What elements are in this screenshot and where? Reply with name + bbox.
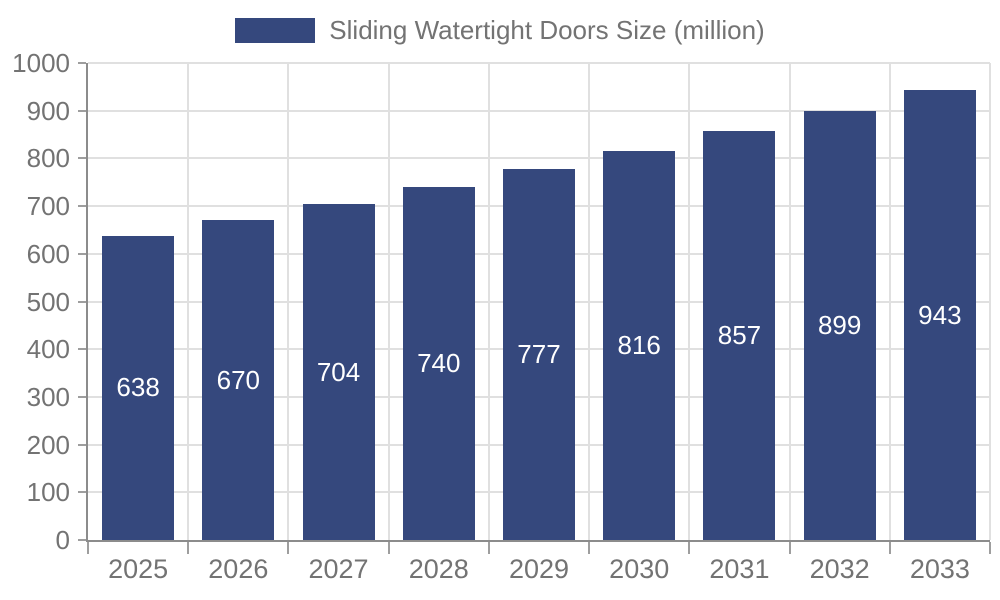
h-gridline <box>88 62 990 64</box>
x-tick-mark <box>989 542 991 554</box>
x-tick-mark <box>387 542 390 554</box>
y-axis-tick-label: 400 <box>26 334 70 365</box>
bar: 777 <box>503 169 575 540</box>
bar: 638 <box>102 235 175 540</box>
y-tick-mark <box>78 395 86 398</box>
bar: 740 <box>402 187 475 540</box>
x-tick-mark <box>187 542 190 554</box>
y-tick-mark <box>78 348 86 351</box>
bar-value-label: 638 <box>116 372 160 403</box>
y-axis-tick-label: 900 <box>26 95 70 126</box>
y-axis-tick-label: 1000 <box>12 48 70 78</box>
y-tick-mark <box>78 539 86 541</box>
v-gridline <box>387 63 390 540</box>
y-tick-mark <box>78 205 86 208</box>
x-axis-tick-label: 2033 <box>909 554 970 584</box>
v-gridline <box>688 63 691 540</box>
bar-value-label: 740 <box>417 348 461 378</box>
y-tick-mark <box>78 109 86 112</box>
bar: 857 <box>703 131 776 540</box>
x-axis-tick-label: 2028 <box>408 554 469 584</box>
v-gridline <box>888 63 891 540</box>
x-axis-tick-label: 2032 <box>809 554 870 584</box>
v-gridline <box>989 63 991 540</box>
y-axis-tick-label: 500 <box>26 286 70 317</box>
y-axis-tick-label: 700 <box>26 191 70 222</box>
bar-value-label: 943 <box>918 299 962 330</box>
y-axis-line <box>86 63 88 542</box>
x-tick-mark <box>788 542 791 554</box>
bar-value-label: 777 <box>517 339 561 370</box>
h-gridline <box>88 109 990 112</box>
bar-value-label: 816 <box>617 329 661 360</box>
y-tick-mark <box>78 157 86 160</box>
bar: 670 <box>202 220 275 540</box>
y-tick-mark <box>78 252 86 255</box>
v-gridline <box>187 63 190 540</box>
x-tick-mark <box>888 542 891 554</box>
bar: 816 <box>603 150 676 540</box>
x-tick-mark <box>487 542 490 554</box>
y-axis-tick-label: 300 <box>26 381 70 412</box>
legend-label: Sliding Watertight Doors Size (million) <box>329 14 765 45</box>
v-gridline <box>588 63 591 540</box>
bar-value-label: 857 <box>717 320 762 351</box>
x-axis-tick-label: 2031 <box>709 554 770 584</box>
y-axis-tick-label: 200 <box>26 429 70 460</box>
bar-value-label: 899 <box>817 310 862 341</box>
x-axis-tick-label: 2030 <box>609 554 670 584</box>
x-tick-mark <box>688 542 691 554</box>
x-axis-tick-label: 2029 <box>508 554 570 584</box>
y-tick-mark <box>78 491 86 494</box>
bar-value-label: 670 <box>216 364 261 395</box>
v-gridline <box>287 63 290 540</box>
bar: 704 <box>302 204 375 540</box>
y-axis-tick-label: 100 <box>26 477 70 508</box>
y-tick-mark <box>78 300 86 303</box>
v-gridline <box>788 63 791 540</box>
bar: 943 <box>903 90 976 540</box>
x-axis-tick-label: 2025 <box>108 554 169 584</box>
y-tick-mark <box>78 62 86 64</box>
x-tick-mark <box>287 542 290 554</box>
x-axis-line <box>86 540 990 542</box>
y-axis-tick-label: 600 <box>26 238 70 269</box>
x-axis-tick-label: 2026 <box>208 554 269 584</box>
legend: Sliding Watertight Doors Size (million) <box>0 14 1000 45</box>
y-tick-mark <box>78 443 86 446</box>
h-gridline <box>88 157 990 160</box>
bar: 899 <box>803 111 876 540</box>
bar-value-label: 704 <box>316 356 361 387</box>
x-axis-tick-label: 2027 <box>308 554 369 584</box>
legend-swatch <box>235 17 316 43</box>
y-axis-tick-label: 0 <box>55 525 70 555</box>
x-tick-mark <box>588 542 591 554</box>
v-gridline <box>487 63 490 540</box>
y-axis-tick-label: 800 <box>26 143 70 174</box>
x-tick-mark <box>87 542 89 554</box>
